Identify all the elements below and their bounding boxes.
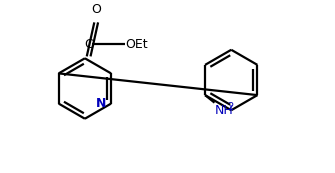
Text: C: C	[84, 38, 93, 51]
Text: NH: NH	[214, 104, 233, 117]
Text: O: O	[91, 3, 101, 16]
Text: OEt: OEt	[126, 38, 148, 51]
Text: N: N	[96, 97, 106, 110]
Text: 2: 2	[228, 102, 234, 112]
